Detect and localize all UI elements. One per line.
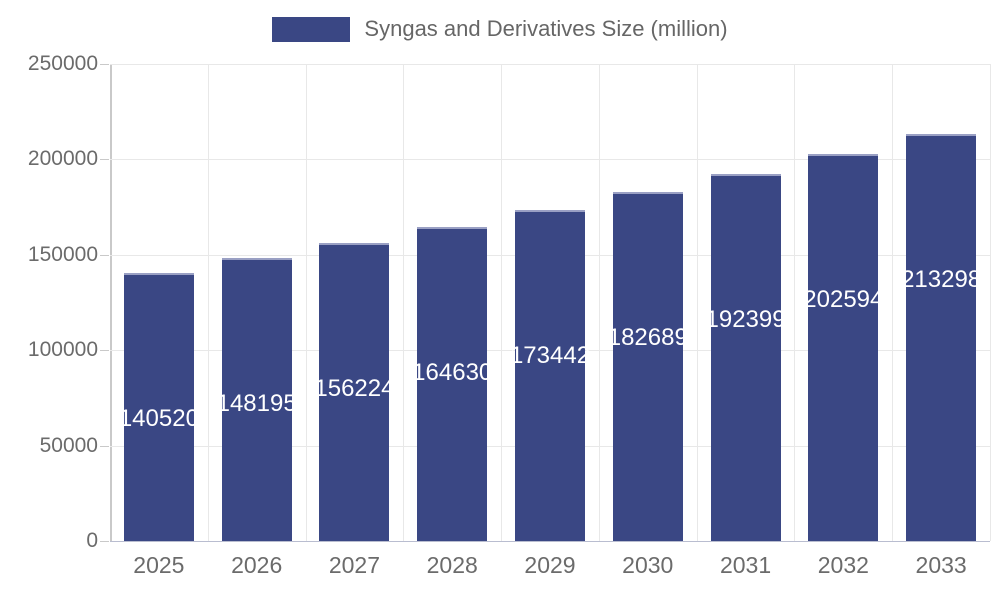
x-axis-tick-label: 2025 [133,552,185,578]
vertical-gridline [697,64,698,541]
y-axis-tick-label: 200000 [27,147,98,171]
y-axis-tick-label: 100000 [27,338,98,362]
y-axis-tick-label: 250000 [27,52,98,75]
vertical-gridline [306,64,307,541]
y-axis-tick-label: 0 [86,529,98,552]
x-axis-tick-label: 2026 [231,552,283,578]
x-axis-tick-label: 2030 [622,552,674,578]
y-axis-tick-mark [100,541,109,542]
bar-slot: 148195 [217,64,297,541]
x-axis-tick-label: 2033 [915,552,967,578]
bar[interactable] [710,173,781,541]
x-axis-labels: 2025 2026 2027 2028 2029 2030 2031 2032 2033 [110,552,990,592]
vertical-gridline [794,64,795,541]
gridline-200000 [110,159,990,161]
x-axis-tick-label: 2031 [719,552,772,578]
bar-slot: 173442 [510,64,590,541]
y-axis-tick-mark [100,254,109,256]
bar[interactable] [221,258,292,541]
vertical-gridline [990,64,991,541]
bar-slot: 164630 [412,64,492,541]
legend-label-series-1: Syngas and Derivatives Size (million) [364,16,728,41]
y-axis-labels: 0 50000 100000 150000 200000 250000 [0,52,109,552]
y-axis-tick-mark [100,350,109,352]
bar-slot: 192399 [706,64,786,541]
gridline-0 [110,541,990,542]
plot-area: 140520 148195 156224 164630 173442 182689 1923… [110,64,991,542]
x-axis-tick-label: 2029 [524,552,576,578]
bar-slot: 213298 [901,64,981,541]
chart-legend: Syngas and Derivatives Size (million) [0,10,1000,48]
bar[interactable] [417,226,488,541]
vertical-gridline [599,64,600,541]
y-axis-line [110,64,112,541]
vertical-gridline [208,64,209,541]
bar-slot: 202594 [803,64,883,541]
bar[interactable] [515,210,585,541]
vertical-gridline [501,64,502,541]
x-axis-tick-label: 2027 [328,552,381,578]
bar[interactable] [808,154,879,541]
bar-slot: 140520 [119,64,199,541]
bar[interactable] [123,272,194,541]
y-axis-tick-label: 150000 [27,242,98,266]
bar-slot: 156224 [314,64,394,541]
x-axis-tick-label: 2032 [817,552,869,578]
y-axis-tick-mark [100,64,109,65]
legend-swatch-icon [272,16,351,42]
y-axis-tick-mark [100,159,109,161]
x-axis-tick-label: 2028 [426,552,478,578]
vertical-gridline [403,64,404,541]
bar[interactable] [906,134,977,541]
bar-slot: 182689 [608,64,688,541]
y-axis-tick-mark [100,445,109,447]
bar[interactable] [319,242,390,541]
gridline-250000 [110,64,990,65]
bar[interactable] [612,192,683,541]
vertical-gridline [892,64,893,541]
bar-series-group: 140520 148195 156224 164630 173442 182689 1923… [110,64,990,541]
y-axis-tick-label: 50000 [39,433,98,457]
